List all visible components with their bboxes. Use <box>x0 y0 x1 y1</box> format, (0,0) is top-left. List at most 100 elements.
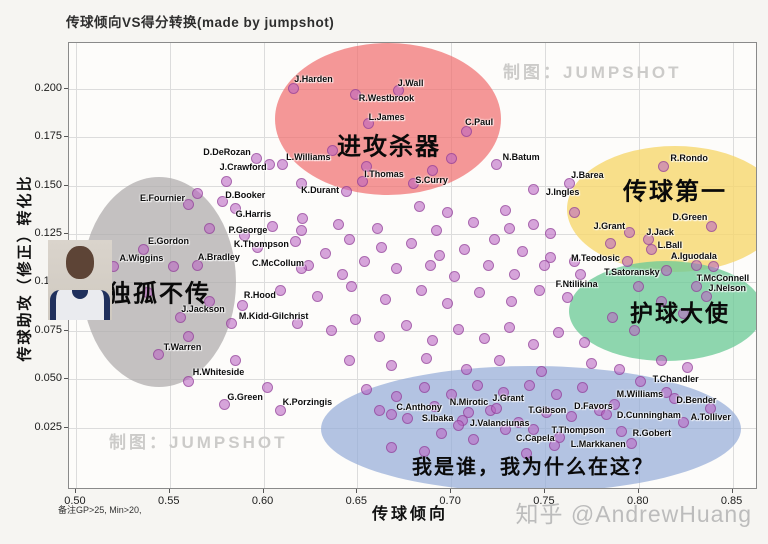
x-tick-mark <box>543 489 545 493</box>
data-point <box>413 201 425 213</box>
data-point <box>453 323 465 335</box>
data-point-labeled <box>295 178 307 190</box>
player-label: D.Favors <box>574 400 613 411</box>
player-label: H.Whiteside <box>192 367 245 378</box>
player-label: L.Williams <box>286 152 331 163</box>
y-tick-mark <box>64 87 68 89</box>
player-label: L.James <box>368 112 405 123</box>
photo-jersey-collar <box>72 290 88 299</box>
y-tick-mark <box>64 378 68 380</box>
data-point <box>203 296 215 308</box>
data-point <box>385 441 397 453</box>
data-point-labeled <box>192 259 204 271</box>
data-point-labeled <box>385 408 397 420</box>
y-tick-label: 0.175 <box>34 130 62 143</box>
data-point <box>655 296 667 308</box>
data-point <box>682 362 694 374</box>
data-point <box>468 216 480 228</box>
data-point <box>468 434 480 446</box>
data-point-labeled <box>668 393 680 405</box>
credit-watermark: 知乎 @AndrewHuang <box>515 501 752 527</box>
player-label: M.Kidd-Gilchrist <box>238 311 309 322</box>
data-point-labeled <box>349 88 361 100</box>
data-point <box>655 354 667 366</box>
x-tick-label: 0.70 <box>439 495 461 507</box>
data-point-labeled <box>274 404 286 416</box>
y-tick-mark <box>64 184 68 186</box>
player-label: L.Markkanen <box>570 439 626 450</box>
data-point <box>344 234 356 246</box>
x-axis-label: 传球倾向 <box>371 506 449 523</box>
data-point <box>441 207 453 219</box>
chart-title: 传球倾向VS得分转换(made by jumpshot) <box>66 15 335 30</box>
x-tick-label: 0.50 <box>64 495 86 507</box>
data-point <box>425 259 436 271</box>
data-point <box>509 269 521 281</box>
player-label: K.Porzingis <box>282 397 333 408</box>
player-label: T.Gibson <box>528 405 567 416</box>
data-point <box>483 259 495 271</box>
data-point <box>541 406 553 418</box>
player-label: D.Booker <box>225 190 266 201</box>
player-label: L.Ball <box>657 239 683 250</box>
data-point-labeled <box>601 408 613 420</box>
gridline-horizontal <box>69 330 756 332</box>
player-label: J.Valanciunas <box>469 417 530 428</box>
data-point <box>385 360 397 372</box>
data-point <box>561 292 573 304</box>
data-point <box>533 284 545 296</box>
player-label: C.Anthony <box>396 402 442 413</box>
data-point-labeled <box>608 399 620 411</box>
data-point <box>460 364 472 376</box>
data-point-labeled <box>183 375 194 387</box>
x-tick-mark <box>637 489 639 493</box>
data-point <box>552 327 564 339</box>
player-label: J.Jackson <box>181 304 225 315</box>
data-point <box>274 284 286 296</box>
data-point <box>441 298 453 310</box>
data-point-labeled <box>691 280 703 292</box>
data-point <box>361 160 373 172</box>
data-point <box>605 238 617 250</box>
player-label: S.Curry <box>415 174 448 185</box>
data-point <box>340 185 352 197</box>
data-point <box>449 271 461 283</box>
player-label: A.Tolliver <box>690 412 731 423</box>
y-tick-mark <box>64 426 68 428</box>
data-point <box>428 401 440 413</box>
x-tick-label: 0.60 <box>251 495 274 507</box>
data-point <box>419 381 431 393</box>
data-point <box>349 313 361 325</box>
y-tick-label: 0.150 <box>34 178 62 191</box>
data-point-labeled <box>250 152 262 164</box>
data-point-labeled <box>237 300 249 312</box>
data-point-labeled <box>621 255 633 267</box>
data-point <box>325 325 337 337</box>
data-point-labeled <box>363 117 375 129</box>
data-point <box>374 404 386 416</box>
x-tick-label: 0.75 <box>533 495 555 507</box>
x-tick-mark <box>731 489 733 493</box>
data-point <box>391 391 403 403</box>
player-label: D.Bender <box>676 394 717 405</box>
data-point-labeled <box>565 410 577 422</box>
player-label: R.Westbrook <box>358 93 415 104</box>
x-tick-mark <box>450 489 452 493</box>
data-point <box>379 294 391 306</box>
zone-label-green: 护球大使 <box>630 300 730 326</box>
y-tick-label: 0.125 <box>34 226 62 239</box>
player-label: G.Green <box>227 391 263 402</box>
data-point-labeled <box>635 375 647 387</box>
data-point <box>436 428 448 440</box>
player-label: D.DeRozan <box>203 147 251 158</box>
data-point <box>421 352 433 364</box>
data-point-labeled <box>563 178 575 190</box>
data-point <box>430 224 442 236</box>
player-label: G.Harris <box>235 208 272 219</box>
gridline-vertical <box>451 43 453 488</box>
player-label: P.George <box>228 225 268 236</box>
gridline-vertical <box>732 43 734 488</box>
player-label: J.Jack <box>646 226 674 237</box>
plot-area: 制图：JUMPSHOT 制图：JUMPSHOT 进攻杀器 传球第一 独孤不传 护球大使… <box>68 42 757 489</box>
data-point-labeled <box>152 348 164 360</box>
